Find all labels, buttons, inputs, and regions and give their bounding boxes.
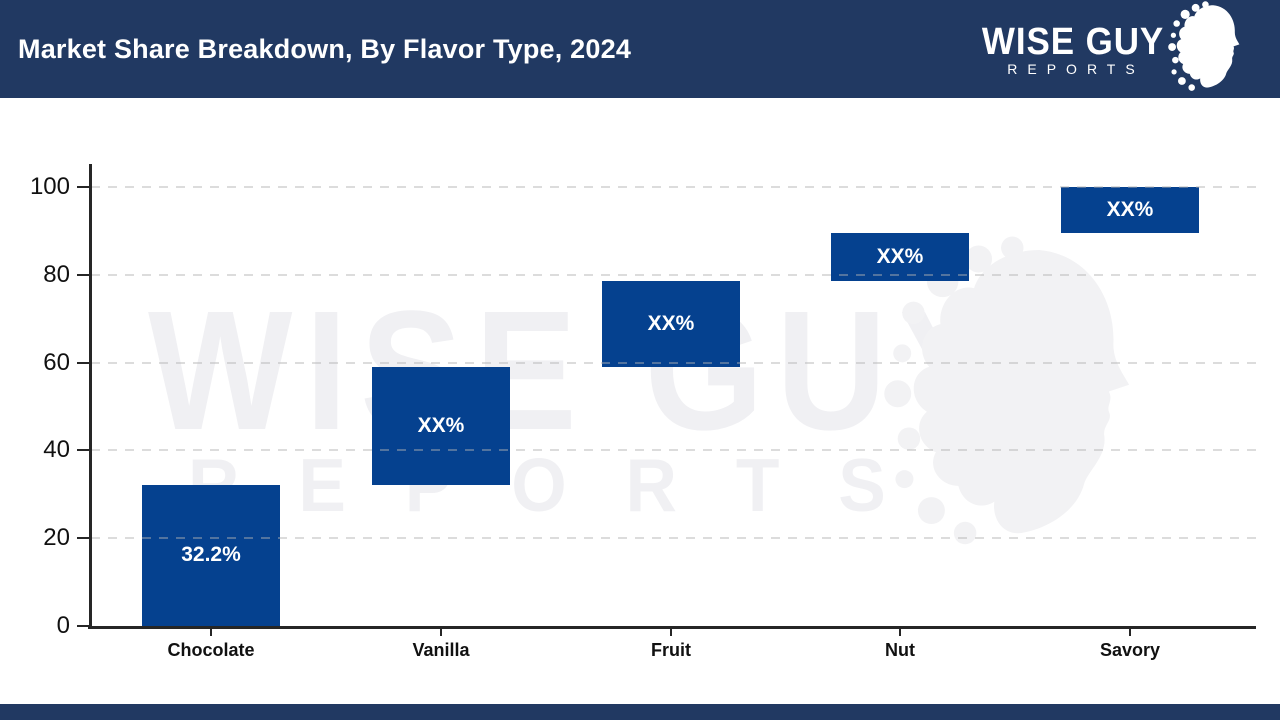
y-axis-tick — [77, 449, 89, 452]
bar-savory: XX% — [1061, 187, 1199, 234]
bar-nut: XX% — [831, 233, 969, 282]
x-axis-tick — [440, 629, 442, 636]
y-axis-tick — [77, 186, 89, 188]
y-axis-tick — [77, 273, 89, 276]
footer-bar — [0, 704, 1280, 720]
logo-subtitle: REPORTS — [1007, 60, 1145, 77]
header-bar: Market Share Breakdown, By Flavor Type, … — [0, 0, 1280, 98]
x-axis-tick — [899, 629, 901, 636]
bar-value-label: 32.2% — [181, 543, 241, 567]
x-axis-tick — [670, 629, 672, 636]
y-axis-tick-label: 60 — [43, 348, 70, 376]
bar-fruit: XX% — [602, 281, 740, 367]
page-title: Market Share Breakdown, By Flavor Type, … — [18, 33, 632, 64]
bar-value-label: XX% — [647, 312, 695, 336]
y-axis-tick-label: 40 — [43, 436, 70, 464]
gridline — [91, 361, 1257, 364]
y-axis-tick-label: 20 — [43, 524, 70, 552]
y-axis-tick-label: 100 — [29, 173, 70, 200]
bar-vanilla: XX% — [372, 366, 510, 485]
gridline — [91, 186, 1257, 188]
x-axis-tick — [210, 629, 212, 636]
watermark-head-icon — [882, 232, 1174, 574]
bar-value-label: XX% — [417, 413, 465, 437]
watermark-subtitle: REPORTS — [188, 443, 945, 527]
gridline — [91, 537, 1257, 540]
bar-value-label: XX% — [876, 245, 924, 269]
y-axis-tick — [77, 361, 89, 364]
bar-value-label: XX% — [1106, 198, 1154, 222]
y-axis-tick-label: 0 — [56, 612, 70, 639]
x-axis-category-label: Chocolate — [167, 640, 255, 660]
x-axis-category-label: Vanilla — [412, 640, 470, 660]
bar-chocolate: 32.2% — [142, 484, 280, 626]
y-axis-tick-label: 80 — [43, 260, 70, 288]
gridline — [91, 273, 1257, 276]
logo-wordmark: WISE GUY — [981, 20, 1165, 63]
y-axis-tick — [77, 625, 89, 627]
logo-text: WISE GUY REPORTS — [974, 23, 1172, 76]
gridline — [91, 449, 1257, 452]
x-axis-category-label: Fruit — [651, 640, 691, 660]
wise-guy-reports-logo: WISE GUY REPORTS — [974, 0, 1254, 98]
watermark-wordmark: WISE GUY — [148, 276, 1014, 466]
y-axis-tick — [77, 537, 89, 540]
y-axis-line — [89, 164, 92, 628]
x-axis-category-label: Savory — [1099, 640, 1161, 660]
logo-head-icon — [1166, 0, 1254, 98]
x-axis-tick — [1129, 629, 1131, 636]
x-axis-category-label: Nut — [885, 640, 915, 660]
x-axis-line — [88, 626, 1256, 629]
